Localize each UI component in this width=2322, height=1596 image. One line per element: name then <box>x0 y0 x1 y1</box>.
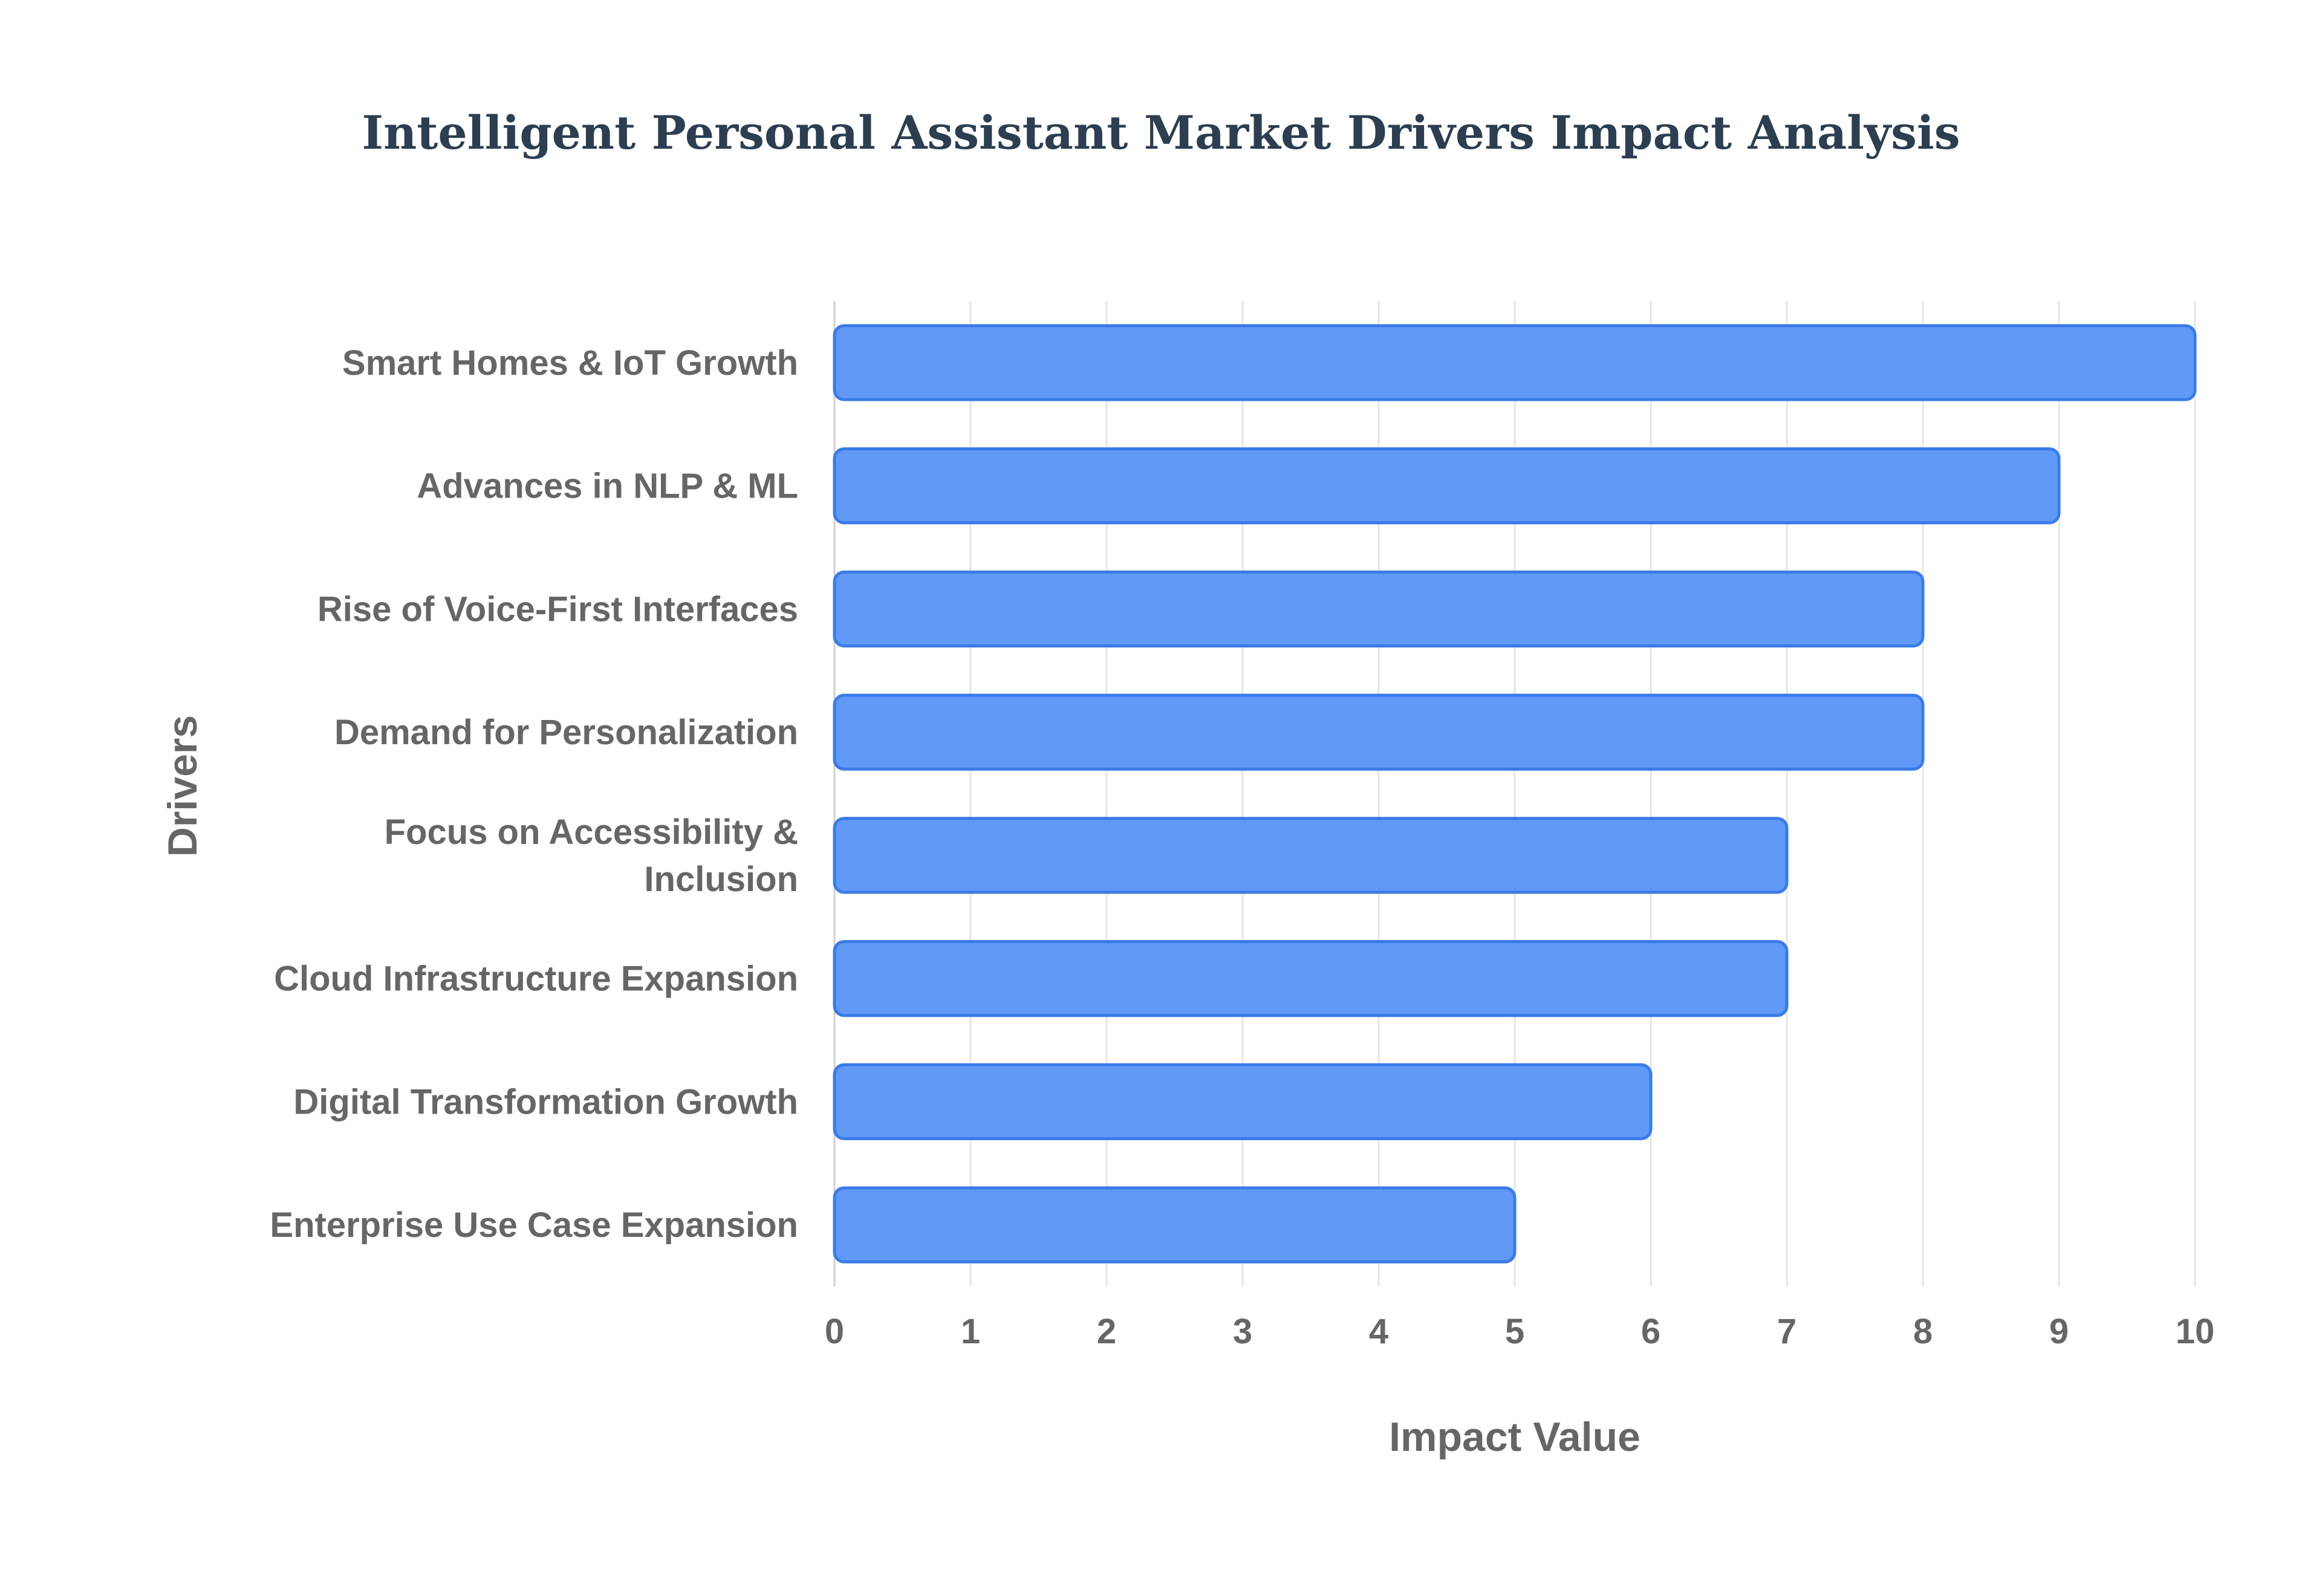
x-tick-labels: 0 1 2 3 4 5 6 7 8 9 10 <box>825 1312 2214 1351</box>
category-label: Enterprise Use Case Expansion <box>270 1205 798 1245</box>
chart-title: Intelligent Personal Assistant Market Dr… <box>362 106 1960 160</box>
category-label: Digital Transformation Growth <box>293 1082 798 1121</box>
category-label: Smart Homes & IoT Growth <box>342 343 798 383</box>
category-labels: Smart Homes & IoT Growth Advances in NLP … <box>270 343 798 1245</box>
x-tick-label: 3 <box>1233 1312 1252 1351</box>
x-tick-label: 5 <box>1505 1312 1524 1351</box>
x-tick-label: 6 <box>1641 1312 1660 1351</box>
bar <box>833 324 2197 401</box>
x-tick-label: 1 <box>961 1312 980 1351</box>
x-tick-label: 8 <box>1913 1312 1933 1351</box>
category-label: Cloud Infrastructure Expansion <box>274 959 798 999</box>
x-axis-title: Impact Value <box>1389 1414 1641 1460</box>
x-tick-label: 4 <box>1369 1312 1388 1351</box>
y-axis-title: Drivers <box>160 715 206 857</box>
x-tick-label: 0 <box>825 1312 844 1351</box>
category-label: Advances in NLP & ML <box>417 467 798 506</box>
category-label: Rise of Voice-First Interfaces <box>317 589 798 629</box>
bar <box>833 1186 1517 1264</box>
x-tick-label: 9 <box>2049 1312 2069 1351</box>
x-tick-label: 10 <box>2176 1312 2215 1351</box>
bar <box>833 693 1925 771</box>
bar-layer <box>833 324 2197 1264</box>
bar <box>833 817 1789 894</box>
bar <box>833 940 1789 1017</box>
x-tick-label: 7 <box>1777 1312 1797 1351</box>
bar <box>833 570 1925 647</box>
category-label: Demand for Personalization <box>334 713 798 752</box>
category-label: Focus on Accessibility & Inclusion <box>385 813 798 899</box>
x-tick-label: 2 <box>1097 1312 1116 1351</box>
bar <box>833 1063 1653 1140</box>
bar <box>833 447 2061 525</box>
